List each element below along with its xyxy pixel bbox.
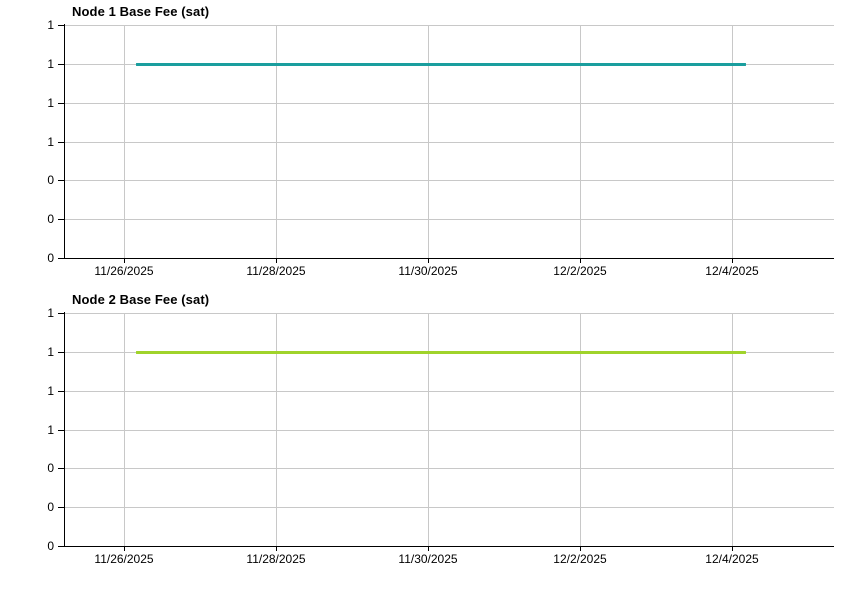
x-axis-tick (580, 546, 581, 551)
gridline-horizontal (64, 468, 834, 469)
chart-title: Node 2 Base Fee (sat) (72, 292, 210, 307)
y-axis-label-text: 0 (47, 500, 54, 514)
gridline-horizontal (64, 430, 834, 431)
y-axis-label: 1 (0, 424, 54, 436)
y-axis-label: 0 (0, 174, 54, 186)
gridline-horizontal (64, 219, 834, 220)
gridline-horizontal (64, 25, 834, 26)
y-axis-label-text: 1 (47, 384, 54, 398)
x-axis-tick (732, 546, 733, 551)
gridline-horizontal (64, 142, 834, 143)
y-axis-label-text: 0 (47, 173, 54, 187)
x-axis-tick (124, 546, 125, 551)
gridline-vertical (276, 313, 277, 546)
gridline-vertical (732, 25, 733, 258)
plot-area (64, 25, 834, 259)
y-axis-label-text: 0 (47, 539, 54, 553)
gridline-vertical (428, 313, 429, 546)
y-axis-tick (58, 352, 64, 353)
x-axis-label: 11/30/2025 (398, 552, 458, 566)
x-axis-tick (732, 258, 733, 263)
gridline-horizontal (64, 313, 834, 314)
y-axis-tick (58, 64, 64, 65)
y-axis-label: 1 (0, 97, 54, 109)
y-axis-tick (58, 313, 64, 314)
x-axis-tick (124, 258, 125, 263)
y-axis-label: 0 (0, 501, 54, 513)
y-axis-label: 0 (0, 540, 54, 552)
y-axis-line (64, 24, 65, 259)
y-axis-tick (58, 430, 64, 431)
x-axis-line (64, 258, 834, 259)
y-axis-label-text: 1 (47, 18, 54, 32)
x-axis-label: 12/2/2025 (553, 264, 607, 278)
y-axis-tick (58, 468, 64, 469)
y-axis-label-text: 0 (47, 212, 54, 226)
x-axis-label: 11/26/2025 (94, 552, 154, 566)
y-axis-label: 1 (0, 307, 54, 319)
y-axis-label: 1 (0, 385, 54, 397)
x-axis-tick (276, 546, 277, 551)
y-axis-tick (58, 546, 64, 547)
plot-area (64, 313, 834, 547)
y-axis-tick (58, 142, 64, 143)
y-axis-label-text: 1 (47, 306, 54, 320)
gridline-vertical (276, 25, 277, 258)
x-axis-tick (276, 258, 277, 263)
y-axis-label: 1 (0, 136, 54, 148)
y-axis-tick (58, 391, 64, 392)
gridline-vertical (124, 313, 125, 546)
x-axis-label: 12/4/2025 (705, 552, 759, 566)
y-axis-label-text: 0 (47, 251, 54, 265)
x-axis-label: 12/4/2025 (705, 264, 759, 278)
x-axis-line (64, 546, 834, 547)
x-axis-label: 11/28/2025 (246, 552, 306, 566)
gridline-vertical (580, 313, 581, 546)
gridline-vertical (428, 25, 429, 258)
series-line (136, 63, 746, 66)
y-axis-label-text: 1 (47, 96, 54, 110)
gridline-vertical (732, 313, 733, 546)
y-axis-label-text: 0 (47, 461, 54, 475)
y-axis-label-text: 1 (47, 135, 54, 149)
y-axis-tick (58, 507, 64, 508)
chart-title: Node 1 Base Fee (sat) (72, 4, 210, 19)
series-line (136, 351, 746, 354)
x-axis-tick (580, 258, 581, 263)
gridline-horizontal (64, 391, 834, 392)
y-axis-label: 0 (0, 462, 54, 474)
y-axis-label: 1 (0, 58, 54, 70)
gridline-vertical (580, 25, 581, 258)
y-axis-label: 0 (0, 252, 54, 264)
gridline-horizontal (64, 103, 834, 104)
y-axis-label: 1 (0, 346, 54, 358)
chart-panel-node-2: Node 2 Base Fee (sat) 1 1 1 1 0 0 0 11/26/2025… (0, 288, 860, 578)
x-axis-label: 11/26/2025 (94, 264, 154, 278)
y-axis-tick (58, 103, 64, 104)
y-axis-tick (58, 219, 64, 220)
gridline-vertical (124, 25, 125, 258)
y-axis-label-text: 1 (47, 345, 54, 359)
y-axis-tick (58, 25, 64, 26)
chart-panel-node-1: Node 1 Base Fee (sat) 1 1 1 1 0 0 0 11/26/2025… (0, 0, 860, 290)
y-axis-tick (58, 180, 64, 181)
y-axis-label: 1 (0, 19, 54, 31)
y-axis-line (64, 312, 65, 547)
x-axis-label: 11/28/2025 (246, 264, 306, 278)
x-axis-tick (428, 546, 429, 551)
gridline-horizontal (64, 180, 834, 181)
y-axis-label: 0 (0, 213, 54, 225)
y-axis-label-text: 1 (47, 57, 54, 71)
gridline-horizontal (64, 507, 834, 508)
y-axis-tick (58, 258, 64, 259)
x-axis-label: 11/30/2025 (398, 264, 458, 278)
x-axis-label: 12/2/2025 (553, 552, 607, 566)
y-axis-label-text: 1 (47, 423, 54, 437)
x-axis-tick (428, 258, 429, 263)
